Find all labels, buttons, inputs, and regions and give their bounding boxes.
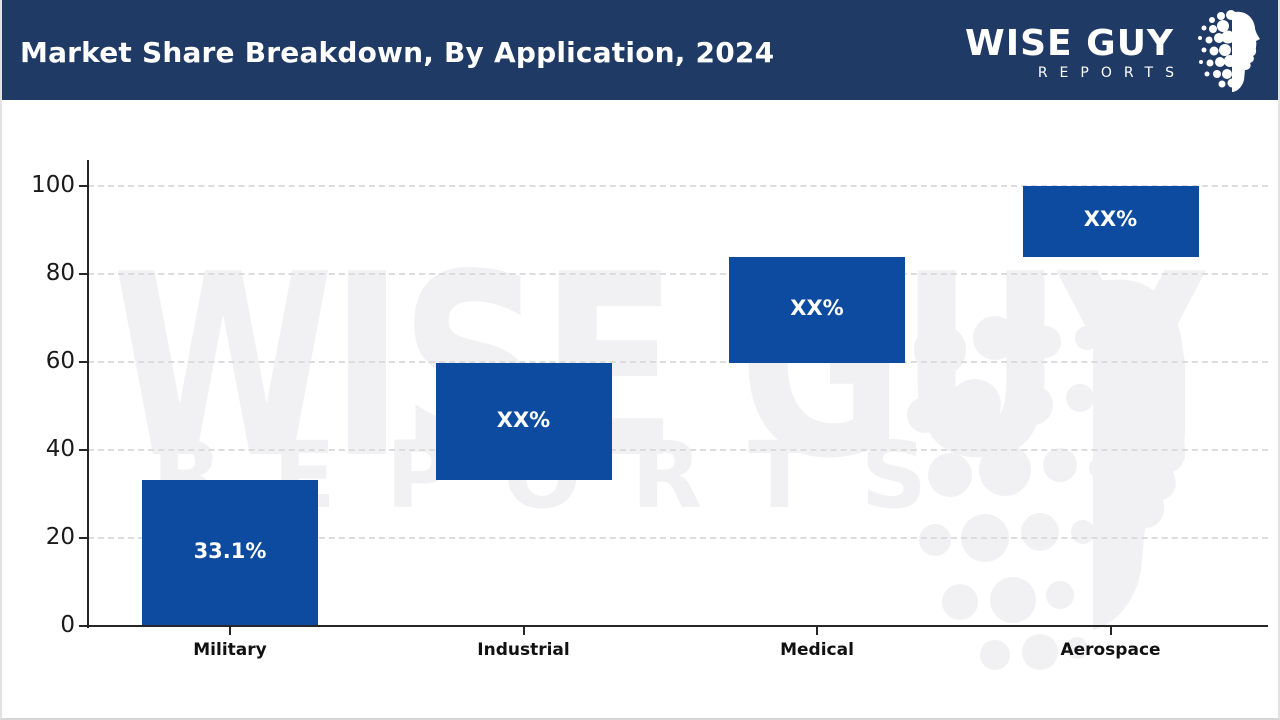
y-axis-line: [87, 160, 89, 628]
y-axis-tick-label: 20: [45, 523, 75, 550]
y-axis-tick-label: 80: [45, 259, 75, 286]
bar-aerospace: [1022, 185, 1199, 257]
bar-military: [142, 480, 318, 626]
watermark-dotted-face: [907, 279, 1185, 670]
x-axis-tick-label: Medical: [780, 640, 854, 660]
dotted-face-icon: [1198, 10, 1260, 92]
logo-subtitle: REPORTS: [1037, 65, 1186, 81]
x-axis-tick-label: Aerospace: [1060, 640, 1161, 660]
y-axis-tick: [79, 536, 87, 539]
x-axis-tick: [229, 627, 231, 635]
waterfall-chart: WISE GUY REPORTS 02040608010033.1%XX%XX%…: [0, 100, 1280, 718]
logo-wordmark: WISE GUY: [964, 23, 1174, 64]
x-axis-line: [86, 625, 1268, 627]
y-axis-tick-label: 60: [45, 347, 75, 374]
gridline: [88, 272, 1268, 275]
y-axis-tick: [79, 360, 87, 363]
x-axis-tick: [522, 627, 525, 635]
x-axis-tick: [1109, 627, 1112, 635]
bar-value-label: XX%: [496, 407, 551, 432]
x-axis-tick: [816, 627, 818, 635]
x-axis-tick-label: Industrial: [477, 640, 570, 660]
gridline: [88, 536, 1268, 539]
bar-value-label: XX%: [1083, 207, 1138, 232]
x-axis-tick-label: Military: [193, 640, 267, 660]
y-axis-tick: [79, 184, 87, 187]
bar-value-label: XX%: [790, 296, 844, 321]
y-axis-tick-label: 100: [31, 171, 75, 198]
gridline: [88, 448, 1268, 451]
y-axis-tick: [79, 272, 87, 275]
header-bar: Market Share Breakdown, By Application, …: [0, 0, 1280, 100]
wise-guy-reports-logo: WISE GUY REPORTS: [965, 8, 1262, 92]
bar-value-label: 33.1%: [193, 539, 267, 564]
y-axis-tick-label: 0: [60, 612, 75, 638]
logo-text: WISE GUY REPORTS: [964, 23, 1174, 82]
y-axis-tick: [79, 625, 87, 627]
y-axis-tick-label: 40: [45, 435, 75, 462]
y-axis-tick: [79, 448, 87, 451]
bar-medical: [729, 256, 905, 364]
gridline: [88, 184, 1268, 187]
page-title: Market Share Breakdown, By Application, …: [20, 36, 775, 69]
bar-industrial: [435, 363, 612, 481]
gridline: [88, 360, 1268, 363]
